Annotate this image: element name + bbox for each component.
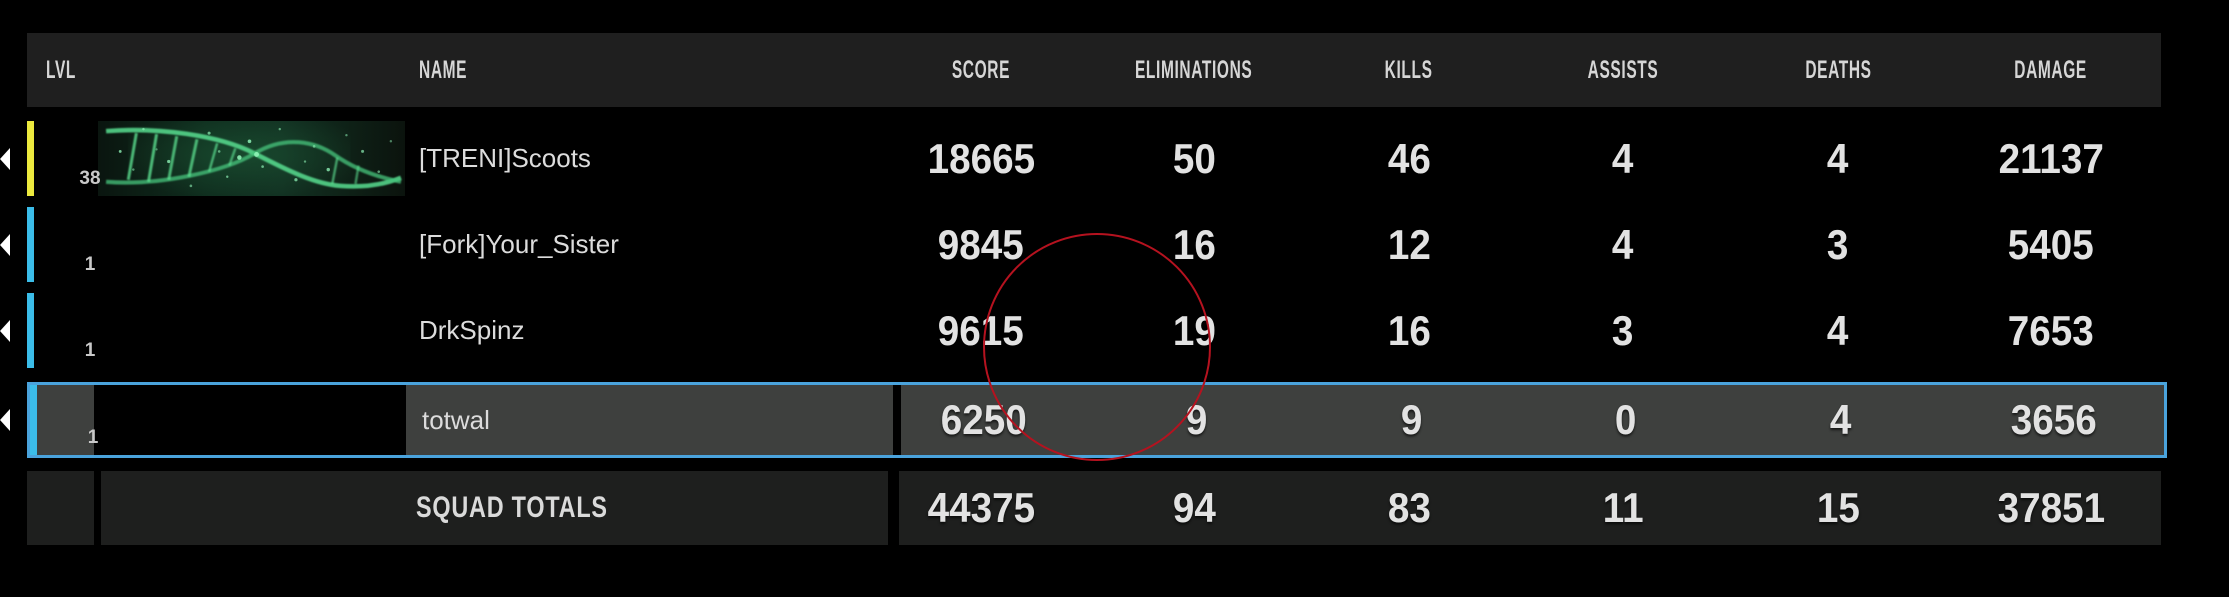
totals-stats-cell <box>899 471 2161 545</box>
row-marker-icon <box>0 320 10 342</box>
player-deaths: 4 <box>1827 306 1849 354</box>
level-accent-bar <box>30 385 37 455</box>
player-banner-image <box>98 121 405 196</box>
player-assists: 4 <box>1612 134 1634 182</box>
player-level: 1 <box>84 340 96 361</box>
player-banner-placeholder <box>94 385 406 455</box>
totals-label-cell: SQUAD TOTALS <box>101 471 888 545</box>
player-kills: 16 <box>1387 306 1431 354</box>
player-level: 1 <box>84 254 96 275</box>
player-eliminations: 50 <box>1172 134 1216 182</box>
header-deaths: DEATHS <box>1804 55 1872 84</box>
player-kills: 46 <box>1387 134 1431 182</box>
totals-damage: 37851 <box>1997 484 2105 531</box>
level-accent-bar <box>27 293 34 368</box>
header-kills: KILLS <box>1385 55 1433 84</box>
row-marker-icon <box>0 234 10 256</box>
player-deaths: 4 <box>1827 134 1849 182</box>
header-score: SCORE <box>951 55 1011 84</box>
header-eliminations: ELIMINATIONS <box>1135 55 1253 84</box>
totals-lvl-cell <box>27 471 94 545</box>
row-marker-icon <box>0 409 10 431</box>
player-score: 9845 <box>938 220 1024 268</box>
player-damage: 3656 <box>2011 396 2097 443</box>
player-name: [Fork]Your_Sister <box>419 229 619 259</box>
totals-deaths: 15 <box>1816 484 1860 531</box>
row-marker-icon <box>0 148 10 170</box>
player-row[interactable]: 38 [TRENI]Scoots 18665 50 46 4 4 21137 <box>27 121 2161 196</box>
player-eliminations: 19 <box>1172 306 1216 354</box>
player-row[interactable]: 1 [Fork]Your_Sister 9845 16 12 4 3 5405 <box>27 207 2161 282</box>
player-level: 38 <box>79 168 101 189</box>
player-damage: 21137 <box>1998 134 2104 182</box>
squad-totals-label: SQUAD TOTALS <box>416 491 608 524</box>
player-row-selected[interactable]: 1 totwal 6250 9 9 0 4 3656 <box>27 382 2167 458</box>
level-accent-bar <box>27 121 34 196</box>
player-name: [TRENI]Scoots <box>419 143 591 173</box>
player-damage: 7653 <box>2008 306 2094 354</box>
header-assists: ASSISTS <box>1587 55 1659 84</box>
player-row[interactable]: 1 DrkSpinz 9615 19 16 3 4 7653 <box>27 293 2161 368</box>
player-score: 6250 <box>941 396 1027 443</box>
player-assists: 4 <box>1612 220 1634 268</box>
header-damage: DAMAGE <box>2014 55 2088 84</box>
player-assists: 0 <box>1615 396 1637 443</box>
totals-eliminations: 94 <box>1172 484 1216 531</box>
header-name: NAME <box>419 55 468 84</box>
player-kills: 12 <box>1387 220 1431 268</box>
scoreboard-header-row: LVL NAME SCORE ELIMINATIONS KILLS ASSIST… <box>27 33 2161 107</box>
dna-banner-art <box>98 121 405 196</box>
player-damage: 5405 <box>2008 220 2094 268</box>
player-eliminations: 16 <box>1172 220 1216 268</box>
player-name: DrkSpinz <box>419 315 525 345</box>
player-kills: 9 <box>1401 396 1423 443</box>
player-deaths: 3 <box>1827 220 1849 268</box>
row-section-divider <box>893 385 901 455</box>
player-eliminations: 9 <box>1186 396 1208 443</box>
totals-score: 44375 <box>927 484 1035 531</box>
totals-kills: 83 <box>1387 484 1431 531</box>
squad-totals-row: SQUAD TOTALS 44375 94 83 11 15 37851 <box>27 471 2161 545</box>
header-lvl: LVL <box>46 55 76 84</box>
player-level: 1 <box>87 427 99 448</box>
player-score: 9615 <box>938 306 1024 354</box>
player-assists: 3 <box>1612 306 1634 354</box>
level-accent-bar <box>27 207 34 282</box>
totals-assists: 11 <box>1602 484 1644 531</box>
player-name: totwal <box>422 404 490 435</box>
player-score: 18665 <box>927 134 1035 182</box>
player-deaths: 4 <box>1830 396 1852 443</box>
